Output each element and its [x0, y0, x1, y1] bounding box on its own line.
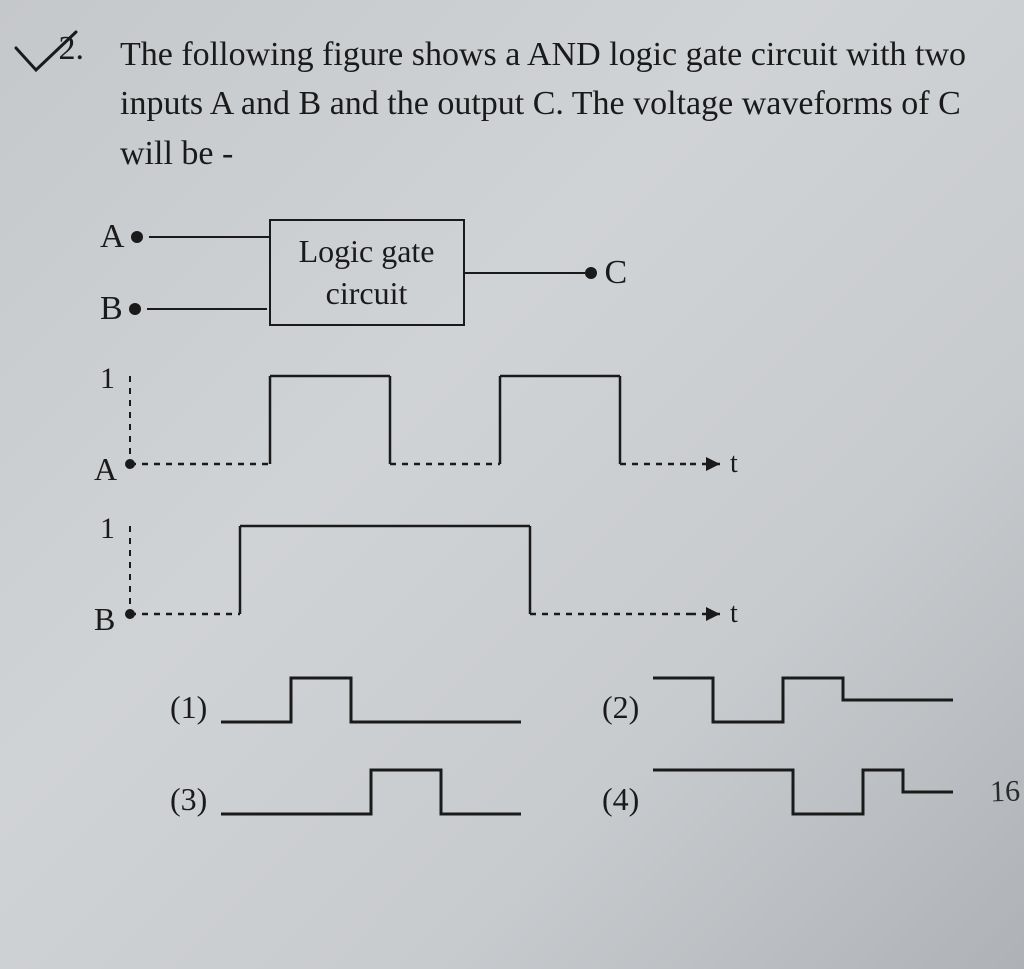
waveform-a: 1 A t [100, 368, 740, 478]
option-3-wave [221, 766, 521, 818]
waveform-a-high-label: 1 [100, 362, 115, 396]
option-2-label: (2) [602, 689, 639, 726]
options-grid: (1) (2) (3) (4) [170, 674, 1004, 818]
waveform-b-signal-label: B [94, 601, 115, 638]
terminal-dot-icon [131, 231, 143, 243]
option-1-wave [221, 674, 521, 726]
waveform-b: 1 B t [100, 518, 740, 628]
option-1-label: (1) [170, 689, 207, 726]
handwritten-annotation: 16 [989, 774, 1020, 809]
wire-a [149, 236, 269, 238]
input-label-b: B [100, 290, 123, 328]
option-4[interactable]: (4) [602, 766, 1004, 818]
checkmark-icon [10, 26, 80, 82]
box-line2: circuit [299, 273, 435, 315]
option-4-wave [653, 766, 953, 818]
waveform-a-signal-label: A [94, 451, 117, 488]
logic-gate-diagram: A B Logic gate circuit C [100, 208, 1004, 338]
terminal-dot-icon [585, 267, 597, 279]
waveform-b-high-label: 1 [100, 512, 115, 546]
waveform-a-svg: t [100, 368, 740, 478]
option-3[interactable]: (3) [170, 766, 572, 818]
page: 2. The following figure shows a AND logi… [0, 0, 1024, 969]
diagram-area: A B Logic gate circuit C 1 A [100, 208, 1004, 818]
option-2[interactable]: (2) [602, 674, 1004, 726]
input-label-a: A [100, 218, 125, 256]
option-2-wave [653, 674, 953, 726]
logic-gate-box: Logic gate circuit [269, 219, 465, 326]
waveform-b-svg: t [100, 518, 740, 628]
option-1[interactable]: (1) [170, 674, 572, 726]
question-number-wrap: 2. [10, 30, 90, 68]
terminal-dot-icon [129, 303, 141, 315]
option-4-label: (4) [602, 781, 639, 818]
option-3-label: (3) [170, 781, 207, 818]
box-line1: Logic gate [299, 231, 435, 273]
question-text: The following figure shows a AND logic g… [120, 30, 1004, 178]
svg-text:t: t [730, 448, 738, 478]
question-row: 2. The following figure shows a AND logi… [10, 30, 1004, 178]
svg-text:t: t [730, 598, 738, 628]
wire-c [465, 272, 585, 274]
output-label-c: C [605, 254, 628, 292]
wire-b [147, 308, 267, 310]
